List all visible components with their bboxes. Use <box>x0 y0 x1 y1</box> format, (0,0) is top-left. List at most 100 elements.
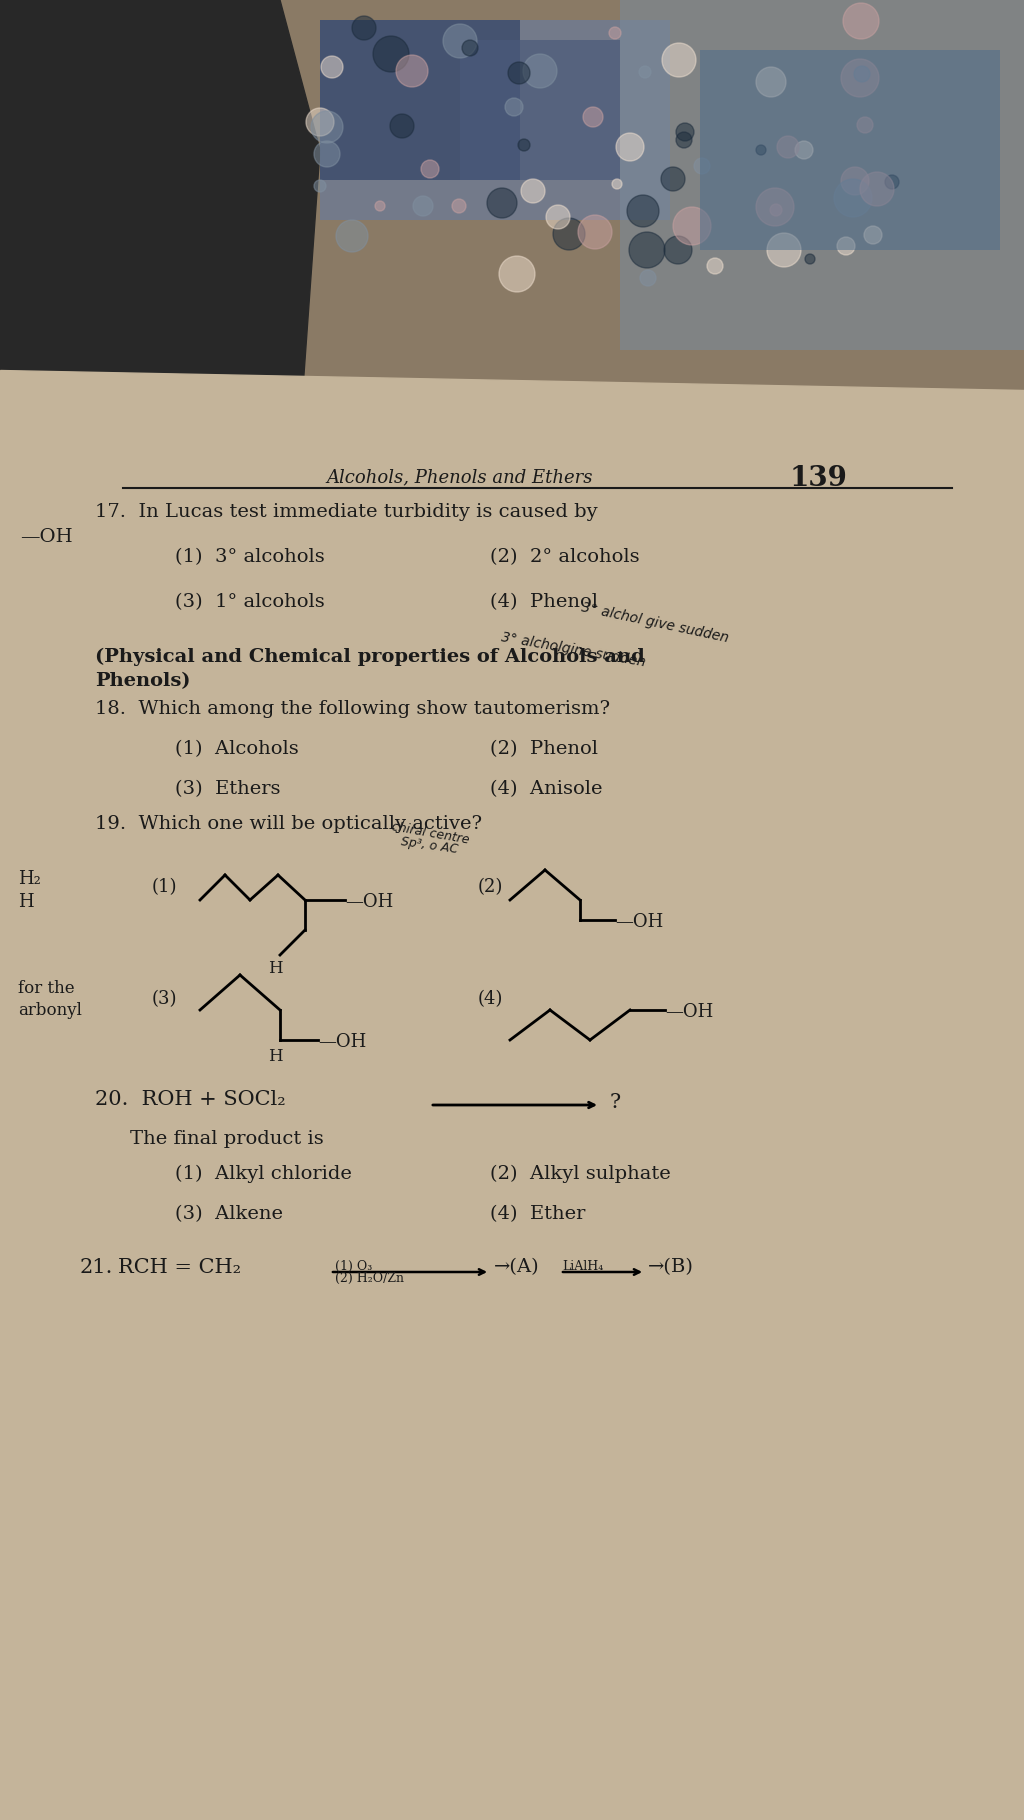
Polygon shape <box>0 369 1024 430</box>
Text: (3): (3) <box>152 990 177 1008</box>
Bar <box>700 49 1000 249</box>
Circle shape <box>694 158 710 175</box>
Circle shape <box>421 160 439 178</box>
Text: 3° alchol give sudden: 3° alchol give sudden <box>580 601 730 644</box>
Circle shape <box>413 197 433 217</box>
Text: (2)  Phenol: (2) Phenol <box>490 741 598 757</box>
Text: LiAlH₄: LiAlH₄ <box>562 1259 603 1272</box>
Text: (Physical and Chemical properties of Alcohols and: (Physical and Chemical properties of Alc… <box>95 648 645 666</box>
Bar <box>319 20 520 180</box>
Circle shape <box>311 111 343 144</box>
Circle shape <box>639 66 651 78</box>
Circle shape <box>756 187 794 226</box>
Bar <box>280 0 1024 430</box>
Bar <box>296 0 306 430</box>
Bar <box>460 40 620 180</box>
Circle shape <box>505 98 523 116</box>
Text: 21.: 21. <box>80 1258 114 1278</box>
Circle shape <box>616 133 644 160</box>
Circle shape <box>352 16 376 40</box>
Circle shape <box>373 36 409 73</box>
Circle shape <box>375 200 385 211</box>
Circle shape <box>609 27 621 38</box>
Text: H: H <box>268 1048 283 1065</box>
Text: —OH: —OH <box>615 914 664 932</box>
Circle shape <box>837 237 855 255</box>
Bar <box>0 389 1024 430</box>
Text: RCH = CH₂: RCH = CH₂ <box>118 1258 241 1278</box>
Circle shape <box>521 178 545 204</box>
Bar <box>317 0 327 430</box>
Text: (2) H₂O/Zn: (2) H₂O/Zn <box>335 1272 404 1285</box>
Text: chiral centre: chiral centre <box>390 821 470 846</box>
Circle shape <box>854 66 870 82</box>
Text: ?: ? <box>610 1094 622 1112</box>
Circle shape <box>767 233 801 268</box>
Circle shape <box>396 55 428 87</box>
Circle shape <box>756 146 766 155</box>
Circle shape <box>662 44 696 76</box>
Circle shape <box>518 138 530 151</box>
Bar <box>620 0 1024 349</box>
Text: (2)  Alkyl sulphate: (2) Alkyl sulphate <box>490 1165 671 1183</box>
Text: (3)  Alkene: (3) Alkene <box>175 1205 283 1223</box>
Circle shape <box>499 257 535 291</box>
Circle shape <box>676 124 694 140</box>
Circle shape <box>673 207 711 246</box>
Text: —OH: —OH <box>345 894 393 912</box>
Bar <box>0 430 1024 1820</box>
Text: (2)  2° alcohols: (2) 2° alcohols <box>490 548 640 566</box>
Circle shape <box>452 198 466 213</box>
Circle shape <box>306 107 334 136</box>
Bar <box>0 0 1024 430</box>
Text: (3)  Ethers: (3) Ethers <box>175 781 281 797</box>
Text: (3)  1° alcohols: (3) 1° alcohols <box>175 593 325 612</box>
Text: 139: 139 <box>790 464 848 491</box>
Text: 19.  Which one will be optically active?: 19. Which one will be optically active? <box>95 815 482 834</box>
Circle shape <box>487 187 517 218</box>
Circle shape <box>336 220 368 251</box>
Bar <box>311 0 321 430</box>
Circle shape <box>553 218 585 249</box>
Circle shape <box>841 167 869 195</box>
Circle shape <box>864 226 882 244</box>
Circle shape <box>314 180 326 191</box>
Text: 18.  Which among the following show tautomerism?: 18. Which among the following show tauto… <box>95 701 610 719</box>
Circle shape <box>841 58 879 96</box>
Bar <box>299 0 309 430</box>
Circle shape <box>523 55 557 87</box>
Text: arbonyl: arbonyl <box>18 1003 82 1019</box>
Text: —OH: —OH <box>665 1003 714 1021</box>
Circle shape <box>676 133 692 147</box>
Text: H₂: H₂ <box>18 870 41 888</box>
Circle shape <box>462 40 478 56</box>
Text: (2): (2) <box>478 877 504 895</box>
Circle shape <box>834 178 872 217</box>
Circle shape <box>612 178 622 189</box>
Bar <box>293 0 303 430</box>
Text: (1)  3° alcohols: (1) 3° alcohols <box>175 548 325 566</box>
Text: (1) O₃: (1) O₃ <box>335 1259 373 1272</box>
Circle shape <box>321 56 343 78</box>
Circle shape <box>756 67 786 96</box>
Circle shape <box>629 231 665 268</box>
Bar <box>0 0 319 430</box>
Circle shape <box>662 167 685 191</box>
Circle shape <box>805 255 815 264</box>
Circle shape <box>843 4 879 38</box>
Text: 20.  ROH + SOCl₂: 20. ROH + SOCl₂ <box>95 1090 286 1108</box>
Circle shape <box>857 116 873 133</box>
Text: (1)  Alcohols: (1) Alcohols <box>175 741 299 757</box>
Circle shape <box>664 237 692 264</box>
Text: (4)  Anisole: (4) Anisole <box>490 781 602 797</box>
Circle shape <box>508 62 530 84</box>
Text: Phenols): Phenols) <box>95 672 190 690</box>
Text: (1)  Alkyl chloride: (1) Alkyl chloride <box>175 1165 352 1183</box>
Polygon shape <box>0 0 319 430</box>
Bar <box>308 0 318 430</box>
Circle shape <box>770 204 782 217</box>
Text: →(A): →(A) <box>494 1258 540 1276</box>
Circle shape <box>583 107 603 127</box>
Text: —OH: —OH <box>318 1034 367 1050</box>
Text: The final product is: The final product is <box>130 1130 324 1148</box>
